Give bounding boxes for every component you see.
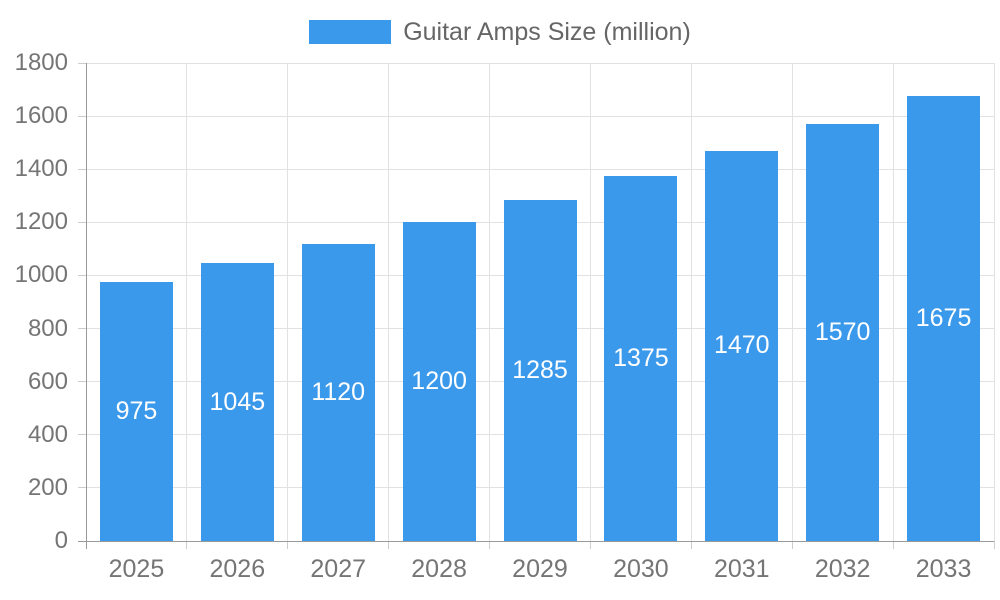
y-axis-tick (78, 434, 86, 436)
y-axis-tick (78, 381, 86, 383)
h-gridline (86, 168, 994, 170)
legend-label: Guitar Amps Size (million) (403, 18, 691, 46)
y-axis-tick (78, 62, 86, 64)
v-gridline (388, 63, 390, 541)
bar[interactable]: 1375 (604, 175, 678, 541)
v-gridline (589, 63, 591, 541)
x-axis-tick (892, 541, 894, 549)
y-axis-tick (78, 115, 86, 117)
x-tick-label: 2027 (310, 555, 367, 583)
x-axis-tick (388, 541, 390, 549)
x-tick-label: 2029 (512, 555, 568, 583)
legend-item[interactable]: Guitar Amps Size (million) (0, 18, 1000, 46)
v-gridline (287, 63, 289, 541)
y-tick-label: 1400 (14, 155, 68, 183)
x-axis-tick (791, 541, 793, 549)
y-tick-label: 1000 (14, 261, 68, 289)
h-gridline (86, 62, 994, 64)
y-axis-tick (78, 487, 86, 489)
bar[interactable]: 1675 (907, 96, 981, 541)
bar[interactable]: 1045 (200, 263, 274, 541)
y-axis-tick (78, 221, 86, 223)
bar-value-label: 1675 (915, 304, 972, 333)
x-tick-label: 2026 (209, 555, 266, 583)
v-gridline (892, 63, 894, 541)
bar[interactable]: 975 (99, 282, 173, 541)
y-axis-tick (78, 274, 86, 276)
y-axis-tick (78, 328, 86, 330)
bar-value-label: 1570 (814, 318, 871, 347)
x-axis-line (78, 540, 994, 542)
x-tick-label: 2028 (411, 555, 467, 583)
bar[interactable]: 1285 (503, 199, 577, 541)
bar-value-label: 975 (115, 397, 158, 426)
x-tick-label: 2032 (814, 555, 871, 583)
v-gridline (690, 63, 692, 541)
y-tick-label: 0 (54, 527, 68, 554)
bar-value-label: 1285 (512, 355, 568, 384)
x-axis-tick (690, 541, 692, 549)
bar-value-label: 1200 (411, 367, 467, 396)
h-gridline (86, 115, 994, 117)
legend-swatch (309, 20, 392, 44)
bar-value-label: 1470 (713, 331, 770, 360)
v-gridline (993, 63, 995, 541)
v-gridline (186, 63, 188, 541)
y-tick-label: 400 (27, 420, 68, 448)
y-tick-label: 600 (27, 367, 68, 395)
y-tick-label: 200 (27, 473, 68, 501)
bar[interactable]: 1120 (301, 243, 375, 541)
x-tick-label: 2031 (713, 555, 770, 583)
bar-value-label: 1045 (209, 387, 266, 416)
x-axis-tick (287, 541, 289, 549)
x-axis-tick (993, 541, 995, 549)
x-axis-tick (589, 541, 591, 549)
x-axis-tick (186, 541, 188, 549)
x-tick-label: 2030 (613, 555, 669, 583)
bar[interactable]: 1470 (705, 150, 779, 541)
bar-value-label: 1375 (613, 343, 669, 372)
y-tick-label: 1800 (14, 49, 68, 76)
v-gridline (489, 63, 491, 541)
y-tick-label: 1600 (14, 102, 68, 130)
bar-value-label: 1120 (311, 377, 366, 406)
v-gridline (791, 63, 793, 541)
y-tick-label: 1200 (14, 208, 68, 236)
x-tick-label: 2033 (915, 555, 972, 583)
bar[interactable]: 1570 (806, 124, 880, 541)
y-tick-label: 800 (27, 314, 68, 342)
y-axis-line (85, 63, 87, 549)
x-tick-label: 2025 (108, 555, 165, 583)
bar[interactable]: 1200 (402, 222, 476, 541)
x-axis-tick (489, 541, 491, 549)
y-axis-tick (78, 168, 86, 170)
